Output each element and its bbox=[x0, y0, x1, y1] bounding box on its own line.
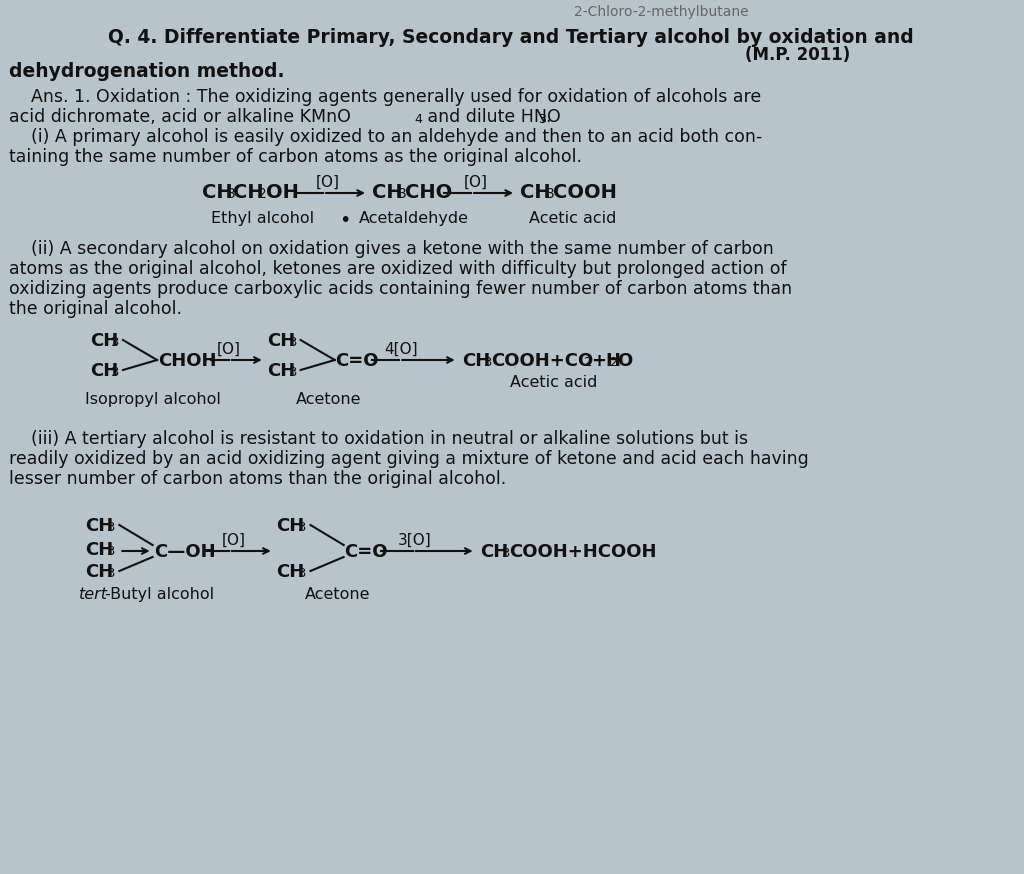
Text: 2: 2 bbox=[584, 356, 593, 369]
Text: 3[O]: 3[O] bbox=[397, 533, 431, 548]
Text: 3: 3 bbox=[502, 547, 510, 560]
Text: 3: 3 bbox=[298, 521, 306, 534]
Text: atoms as the original alcohol, ketones are oxidized with difficulty but prolonge: atoms as the original alcohol, ketones a… bbox=[9, 260, 786, 278]
Text: tert: tert bbox=[79, 587, 108, 602]
Text: 4: 4 bbox=[415, 113, 423, 126]
Text: 3: 3 bbox=[546, 187, 554, 201]
Text: [O]: [O] bbox=[315, 175, 340, 190]
Text: •: • bbox=[339, 211, 350, 230]
Text: lesser number of carbon atoms than the original alcohol.: lesser number of carbon atoms than the o… bbox=[9, 470, 506, 488]
Text: CH: CH bbox=[90, 362, 118, 380]
Text: 3: 3 bbox=[289, 336, 297, 349]
Text: CH: CH bbox=[267, 332, 296, 350]
Text: Acetic acid: Acetic acid bbox=[529, 211, 616, 226]
Text: C=O: C=O bbox=[344, 543, 388, 561]
Text: +H: +H bbox=[591, 352, 622, 370]
Text: CH: CH bbox=[520, 183, 551, 202]
Text: C—OH: C—OH bbox=[155, 543, 216, 561]
Text: .: . bbox=[545, 108, 550, 126]
Text: (M.P. 2011): (M.P. 2011) bbox=[744, 46, 850, 64]
Text: 3: 3 bbox=[298, 567, 306, 580]
Text: 3: 3 bbox=[106, 545, 116, 558]
Text: 3: 3 bbox=[227, 187, 236, 201]
Text: (iii) A tertiary alcohol is resistant to oxidation in neutral or alkaline soluti: (iii) A tertiary alcohol is resistant to… bbox=[9, 430, 749, 448]
Text: (i) A primary alcohol is easily oxidized to an aldehyde and then to an acid both: (i) A primary alcohol is easily oxidized… bbox=[9, 128, 762, 146]
Text: CH: CH bbox=[267, 362, 296, 380]
Text: acid dichromate, acid or alkaline KMnO: acid dichromate, acid or alkaline KMnO bbox=[9, 108, 351, 126]
Text: 3: 3 bbox=[397, 187, 407, 201]
Text: C=O: C=O bbox=[336, 352, 379, 370]
Text: -Butyl alcohol: -Butyl alcohol bbox=[105, 587, 214, 602]
Text: 3: 3 bbox=[539, 113, 546, 126]
Text: dehydrogenation method.: dehydrogenation method. bbox=[9, 62, 285, 81]
Text: CHOH: CHOH bbox=[158, 352, 216, 370]
Text: CH: CH bbox=[85, 541, 114, 559]
Text: 3: 3 bbox=[483, 356, 493, 369]
Text: CH: CH bbox=[85, 517, 114, 535]
Text: 3: 3 bbox=[112, 366, 120, 379]
Text: readily oxidized by an acid oxidizing agent giving a mixture of ketone and acid : readily oxidized by an acid oxidizing ag… bbox=[9, 450, 809, 468]
Text: (ii) A secondary alcohol on oxidation gives a ketone with the same number of car: (ii) A secondary alcohol on oxidation gi… bbox=[9, 240, 774, 258]
Text: CHO: CHO bbox=[404, 183, 452, 202]
Text: 3: 3 bbox=[106, 521, 116, 534]
Text: [O]: [O] bbox=[221, 533, 246, 548]
Text: CH: CH bbox=[462, 352, 490, 370]
Text: 2: 2 bbox=[258, 187, 267, 201]
Text: CH: CH bbox=[85, 563, 114, 581]
Text: 3: 3 bbox=[289, 366, 297, 379]
Text: CH: CH bbox=[276, 517, 304, 535]
Text: [O]: [O] bbox=[464, 175, 487, 190]
Text: COOH: COOH bbox=[553, 183, 616, 202]
Text: 2-Chloro-2-methylbutane: 2-Chloro-2-methylbutane bbox=[574, 5, 749, 19]
Text: oxidizing agents produce carboxylic acids containing fewer number of carbon atom: oxidizing agents produce carboxylic acid… bbox=[9, 280, 793, 298]
Text: taining the same number of carbon atoms as the original alcohol.: taining the same number of carbon atoms … bbox=[9, 148, 582, 166]
Text: Ethyl alcohol: Ethyl alcohol bbox=[211, 211, 314, 226]
Text: Acetone: Acetone bbox=[296, 392, 361, 407]
Text: CH: CH bbox=[373, 183, 403, 202]
Text: O: O bbox=[617, 352, 633, 370]
Text: Acetic acid: Acetic acid bbox=[510, 375, 597, 390]
Text: Q. 4. Differentiate Primary, Secondary and Tertiary alcohol by oxidation and: Q. 4. Differentiate Primary, Secondary a… bbox=[108, 28, 913, 47]
Text: OH: OH bbox=[265, 183, 298, 202]
Text: Acetaldehyde: Acetaldehyde bbox=[359, 211, 469, 226]
Text: 3: 3 bbox=[106, 567, 116, 580]
Text: CH: CH bbox=[202, 183, 232, 202]
Text: Acetone: Acetone bbox=[305, 587, 371, 602]
Text: the original alcohol.: the original alcohol. bbox=[9, 300, 182, 318]
Text: COOH+HCOOH: COOH+HCOOH bbox=[509, 543, 656, 561]
Text: COOH+CO: COOH+CO bbox=[490, 352, 593, 370]
Text: CH: CH bbox=[233, 183, 264, 202]
Text: 4[O]: 4[O] bbox=[384, 342, 418, 357]
Text: Isopropyl alcohol: Isopropyl alcohol bbox=[85, 392, 221, 407]
Text: CH: CH bbox=[480, 543, 508, 561]
Text: 2: 2 bbox=[610, 356, 618, 369]
Text: Ans. 1. Oxidation : The oxidizing agents generally used for oxidation of alcohol: Ans. 1. Oxidation : The oxidizing agents… bbox=[9, 88, 761, 106]
Text: CH: CH bbox=[276, 563, 304, 581]
Text: and dilute HNO: and dilute HNO bbox=[422, 108, 560, 126]
Text: [O]: [O] bbox=[217, 342, 241, 357]
Text: CH: CH bbox=[90, 332, 118, 350]
Text: 3: 3 bbox=[112, 336, 120, 349]
